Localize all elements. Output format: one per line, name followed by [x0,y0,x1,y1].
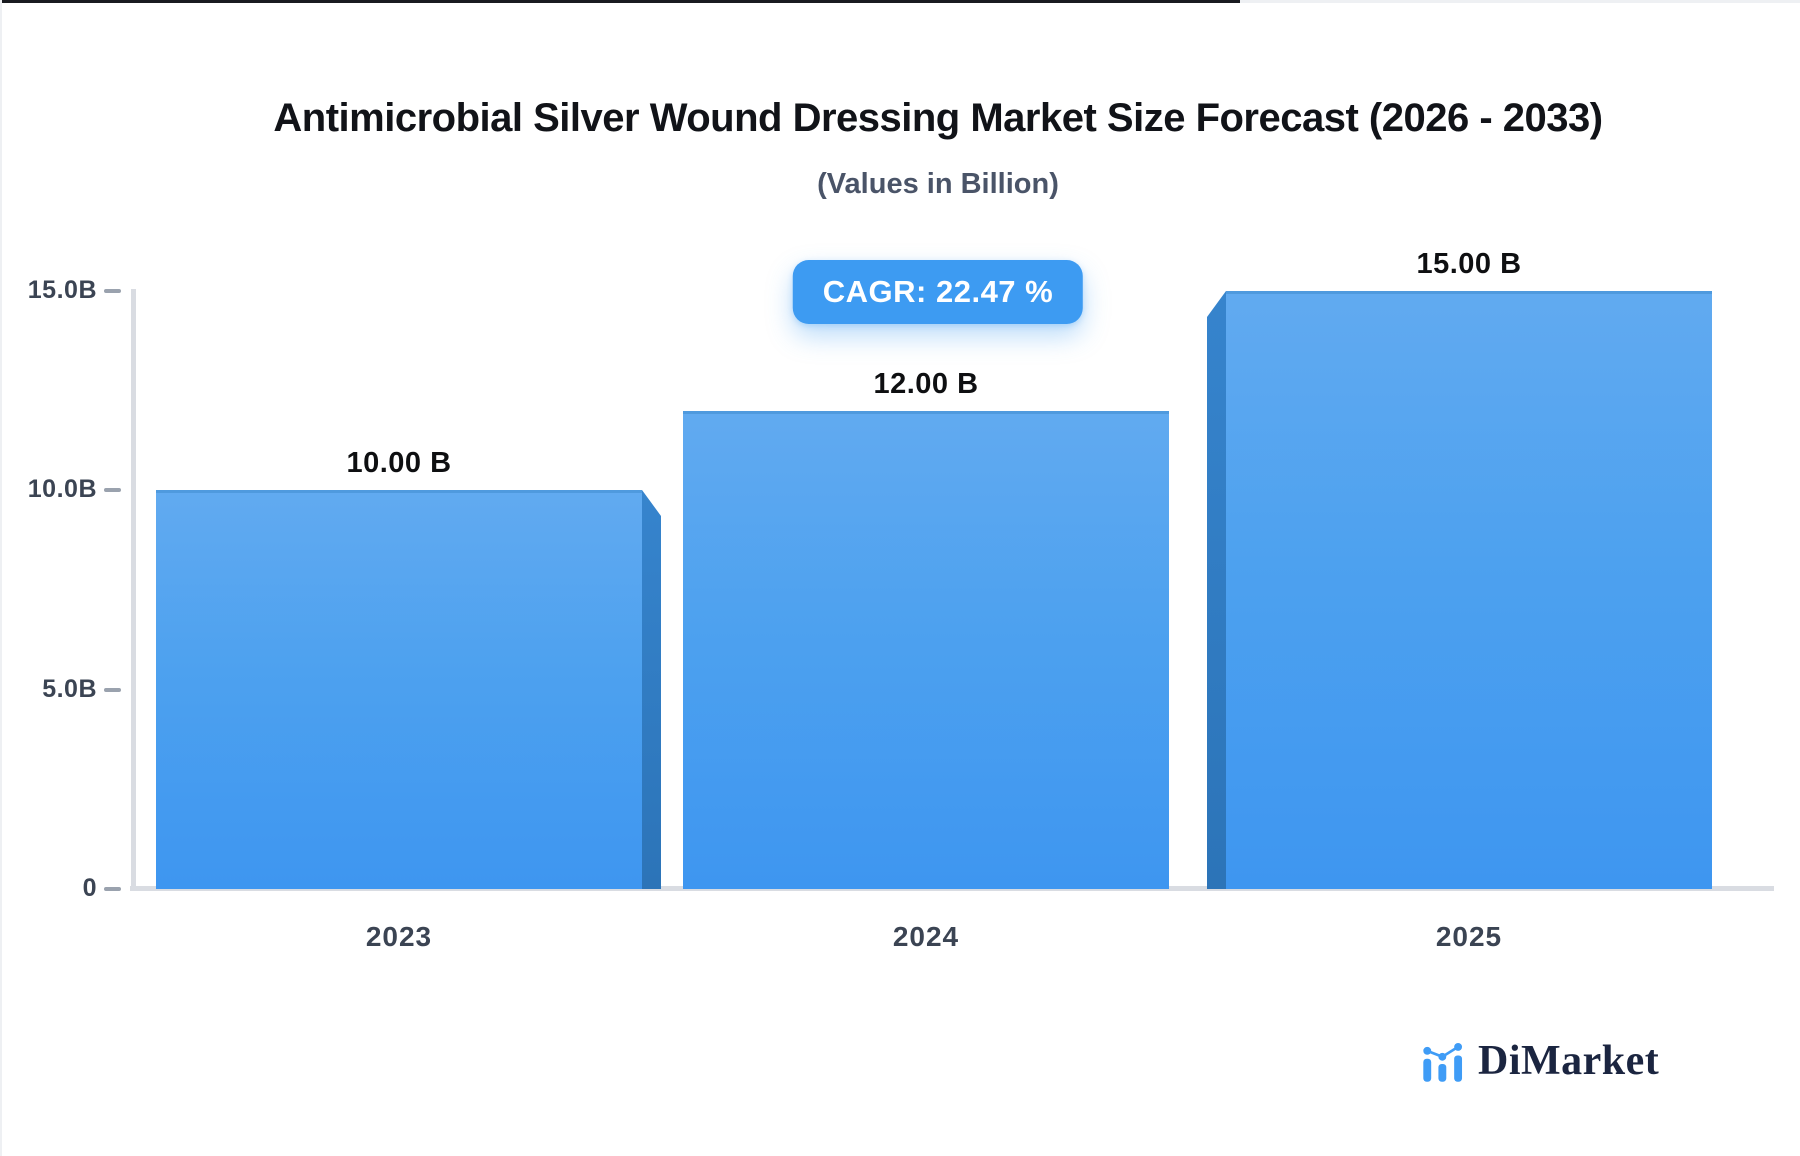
x-tick-label: 2023 [365,921,433,952]
bar-2025 [1226,291,1712,889]
x-tick-label: 2025 [1435,921,1503,952]
bar-value-label: 15.00 B [1416,248,1522,280]
top-edge-artifact [2,0,1240,3]
y-tick-label: 0 [82,874,97,902]
y-tick-label: 15.0B [27,276,97,304]
y-tick-label: 10.0B [27,475,97,503]
x-tick-label: 2024 [892,921,960,952]
bar-side-shade-2023 [642,490,661,889]
y-tick-mark [104,688,121,692]
bar-chart-trend-icon [1423,1042,1463,1082]
y-axis-line [131,289,136,891]
bar-2023 [156,490,642,889]
dimarket-logo: DiMarket [1422,1040,1659,1082]
chart-title: Antimicrobial Silver Wound Dressing Mark… [273,96,1603,140]
bar-value-label: 12.00 B [873,368,979,400]
chart-subtitle: (Values in Billion) [817,168,1059,200]
y-tick-mark [104,488,121,492]
logo-text: DiMarket [1478,1038,1660,1084]
cagr-badge-label: CAGR: 22.47 % [822,274,1054,309]
bar-value-label: 10.00 B [346,447,452,479]
y-tick-mark [104,887,121,891]
cagr-badge: CAGR: 22.47 % [792,260,1084,324]
y-tick-label: 5.0B [42,675,97,703]
bar-2024 [683,411,1169,889]
bar-side-shade-2025 [1207,291,1226,889]
y-tick-mark [104,289,121,293]
